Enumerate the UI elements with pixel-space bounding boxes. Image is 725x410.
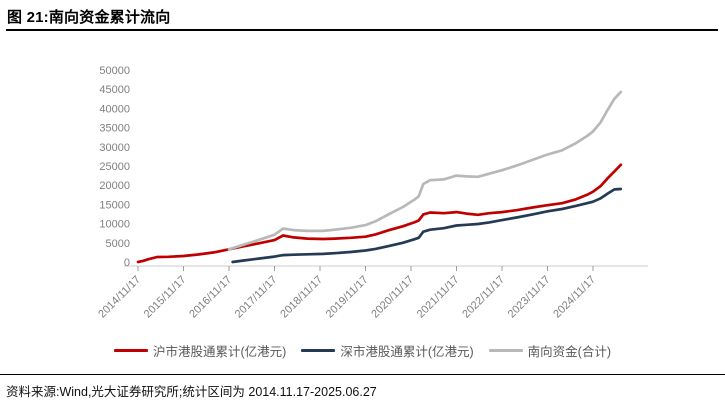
y-axis-tick-label: 20000 (99, 180, 130, 192)
legend-item-southbound-total: 南向资金(合计) (488, 341, 611, 360)
y-axis-tick-label: 15000 (99, 199, 130, 211)
shenzhen-connect-cumulative-line (231, 187, 623, 264)
y-axis-tick-label: 50000 (99, 65, 130, 77)
x-axis-tick-label: 2023/11/17 (506, 274, 553, 321)
legend-label-shenzhen-connect: 深市港股通累计(亿港元) (340, 345, 474, 359)
shanghai-connect-cumulative-line (136, 163, 623, 264)
red-line-sample-icon (114, 349, 148, 352)
southbound-total-line (227, 90, 623, 251)
navy-line-sample-icon (301, 349, 336, 352)
y-axis-tick-label: 25000 (99, 161, 130, 173)
x-axis-tick-label: 2024/11/17 (551, 274, 598, 321)
x-axis-tick-label: 2016/11/17 (187, 274, 234, 321)
legend-item-shanghai-connect: 沪市港股通累计(亿港元) (114, 341, 286, 360)
x-axis-tick-label: 2018/11/17 (278, 274, 325, 321)
x-axis-tick-label: 2014/11/17 (96, 274, 143, 321)
figure-title: 图 21:南向资金累计流向 (7, 9, 171, 26)
source-note: 资料来源:Wind,光大证券研究所;统计区间为 2014.11.17-2025.… (6, 385, 377, 399)
chart-legend: 沪市港股通累计(亿港元) 深市港股通累计(亿港元) 南向资金(合计) (0, 341, 725, 360)
x-axis-tick-label: 2015/11/17 (142, 274, 189, 321)
footer-divider (0, 374, 725, 375)
y-axis-tick-label: 10000 (99, 219, 130, 231)
x-axis-tick-label: 2022/11/17 (460, 274, 507, 321)
x-axis-tick-label: 2017/11/17 (233, 274, 280, 321)
x-axis-tick-label: 2021/11/17 (415, 274, 462, 321)
legend-label-southbound-total: 南向资金(合计) (527, 345, 611, 359)
gray-line-sample-icon (488, 349, 523, 352)
legend-item-shenzhen-connect: 深市港股通累计(亿港元) (301, 341, 474, 360)
y-axis-tick-label: 0 (124, 257, 130, 269)
legend-label-shanghai-connect: 沪市港股通累计(亿港元) (153, 345, 287, 359)
y-axis-tick-label: 30000 (99, 142, 130, 154)
title-divider (6, 29, 718, 31)
y-axis-tick-label: 40000 (99, 103, 130, 115)
x-axis-tick-label: 2020/11/17 (369, 274, 416, 321)
y-axis-tick-label: 35000 (99, 123, 130, 135)
x-axis-tick-label: 2019/11/17 (324, 274, 371, 321)
y-axis-tick-label: 45000 (99, 84, 130, 96)
y-axis-tick-label: 5000 (106, 238, 130, 250)
